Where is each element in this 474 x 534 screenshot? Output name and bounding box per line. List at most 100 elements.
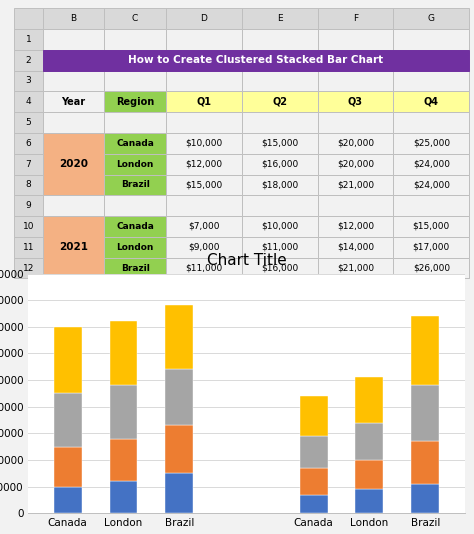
Bar xyxy=(166,154,242,175)
Bar xyxy=(14,195,43,216)
Bar xyxy=(166,70,242,91)
Bar xyxy=(393,257,469,278)
Bar xyxy=(242,70,318,91)
Bar xyxy=(242,8,318,29)
Text: 4: 4 xyxy=(26,97,31,106)
Bar xyxy=(318,237,393,257)
Bar xyxy=(166,257,242,278)
Bar xyxy=(104,8,166,29)
Text: 6: 6 xyxy=(26,139,31,148)
Text: 2021: 2021 xyxy=(59,242,88,252)
Bar xyxy=(14,70,43,91)
Text: E: E xyxy=(277,14,283,23)
Text: 10: 10 xyxy=(23,222,34,231)
Bar xyxy=(104,154,166,175)
Text: $12,000: $12,000 xyxy=(185,160,222,169)
Bar xyxy=(43,70,104,91)
Bar xyxy=(104,257,166,278)
Bar xyxy=(242,216,318,237)
Bar xyxy=(104,70,166,91)
Bar xyxy=(166,257,242,278)
Bar xyxy=(242,237,318,257)
Text: $21,000: $21,000 xyxy=(337,180,374,190)
Bar xyxy=(242,216,318,237)
Bar xyxy=(104,29,166,50)
Bar xyxy=(393,175,469,195)
Bar xyxy=(318,91,393,112)
Bar xyxy=(14,154,43,175)
Text: 7: 7 xyxy=(26,160,31,169)
Bar xyxy=(242,91,318,112)
Text: $12,000: $12,000 xyxy=(337,222,374,231)
Text: $24,000: $24,000 xyxy=(413,180,450,190)
Bar xyxy=(393,154,469,175)
Bar xyxy=(242,112,318,133)
Bar xyxy=(318,91,393,112)
Bar xyxy=(242,91,318,112)
Text: $20,000: $20,000 xyxy=(337,139,374,148)
Bar xyxy=(104,237,166,257)
Text: Brazil: Brazil xyxy=(121,180,149,190)
Text: Q2: Q2 xyxy=(272,97,287,107)
Bar xyxy=(14,216,43,237)
Text: $21,000: $21,000 xyxy=(337,264,374,272)
Text: $7,000: $7,000 xyxy=(188,222,219,231)
Text: $20,000: $20,000 xyxy=(337,160,374,169)
Bar xyxy=(393,133,469,154)
Text: $9,000: $9,000 xyxy=(188,243,219,252)
Bar xyxy=(43,133,104,195)
Text: London: London xyxy=(117,243,154,252)
Bar xyxy=(43,257,104,278)
Bar xyxy=(318,175,393,195)
Bar xyxy=(43,29,104,50)
Bar xyxy=(43,91,104,112)
Bar xyxy=(318,257,393,278)
Bar xyxy=(242,175,318,195)
Bar xyxy=(166,237,242,257)
Bar xyxy=(318,133,393,154)
Bar xyxy=(43,195,104,216)
Bar xyxy=(393,154,469,175)
Bar xyxy=(104,195,166,216)
Bar xyxy=(104,91,166,112)
Bar xyxy=(318,216,393,237)
Bar xyxy=(242,257,318,278)
Bar xyxy=(43,175,104,195)
Bar xyxy=(166,8,242,29)
Bar xyxy=(43,154,104,175)
Bar xyxy=(104,133,166,154)
Text: $15,000: $15,000 xyxy=(185,180,222,190)
Text: $14,000: $14,000 xyxy=(337,243,374,252)
Text: $15,000: $15,000 xyxy=(413,222,450,231)
Bar xyxy=(242,133,318,154)
Bar xyxy=(393,29,469,50)
Bar xyxy=(166,112,242,133)
Text: $26,000: $26,000 xyxy=(413,264,450,272)
Bar xyxy=(242,154,318,175)
Text: 1: 1 xyxy=(26,35,31,44)
Text: $24,000: $24,000 xyxy=(413,160,450,169)
Bar xyxy=(242,195,318,216)
Bar xyxy=(393,50,469,70)
Bar xyxy=(104,112,166,133)
Bar xyxy=(242,154,318,175)
Bar xyxy=(43,112,104,133)
Bar xyxy=(318,8,393,29)
Bar xyxy=(166,133,242,154)
Bar xyxy=(393,133,469,154)
Bar xyxy=(318,237,393,257)
Text: D: D xyxy=(201,14,207,23)
Text: 12: 12 xyxy=(23,264,34,272)
Bar xyxy=(318,195,393,216)
Text: How to Create Clustered Stacked Bar Chart: How to Create Clustered Stacked Bar Char… xyxy=(128,55,383,65)
Text: $16,000: $16,000 xyxy=(261,264,298,272)
Text: $16,000: $16,000 xyxy=(261,160,298,169)
Bar xyxy=(166,216,242,237)
Text: $18,000: $18,000 xyxy=(261,180,298,190)
Bar xyxy=(166,175,242,195)
Text: $17,000: $17,000 xyxy=(413,243,450,252)
Bar xyxy=(14,91,43,112)
Text: $15,000: $15,000 xyxy=(261,139,298,148)
Bar xyxy=(393,91,469,112)
Text: 2: 2 xyxy=(26,56,31,65)
